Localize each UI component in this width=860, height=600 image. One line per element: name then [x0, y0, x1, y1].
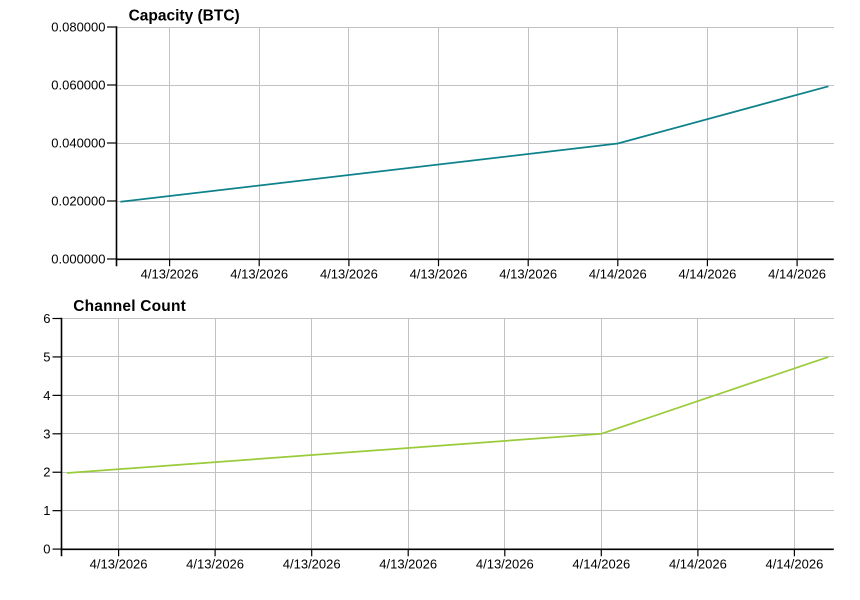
svg-text:4/13/2026: 4/13/2026 — [499, 267, 557, 282]
svg-text:4/14/2026: 4/14/2026 — [765, 557, 823, 572]
svg-text:2: 2 — [43, 465, 50, 480]
svg-text:3: 3 — [43, 426, 50, 441]
svg-text:4/13/2026: 4/13/2026 — [141, 267, 199, 282]
svg-text:0.080000: 0.080000 — [51, 20, 105, 35]
svg-text:4/14/2026: 4/14/2026 — [589, 267, 647, 282]
svg-text:0.040000: 0.040000 — [51, 136, 105, 151]
svg-text:Channel Count: Channel Count — [73, 298, 186, 315]
svg-text:6: 6 — [43, 311, 50, 326]
svg-text:4/14/2026: 4/14/2026 — [768, 267, 826, 282]
svg-text:4/14/2026: 4/14/2026 — [669, 557, 727, 572]
svg-text:4/14/2026: 4/14/2026 — [678, 267, 736, 282]
svg-text:Capacity (BTC): Capacity (BTC) — [129, 7, 240, 24]
svg-text:4/14/2026: 4/14/2026 — [572, 557, 630, 572]
svg-text:4/13/2026: 4/13/2026 — [379, 557, 437, 572]
svg-text:4/13/2026: 4/13/2026 — [320, 267, 378, 282]
svg-text:0.000000: 0.000000 — [51, 252, 105, 267]
svg-text:5: 5 — [43, 349, 50, 364]
svg-text:4/13/2026: 4/13/2026 — [410, 267, 468, 282]
svg-text:0.060000: 0.060000 — [51, 78, 105, 93]
svg-text:4/13/2026: 4/13/2026 — [186, 557, 244, 572]
svg-text:4: 4 — [43, 388, 50, 403]
svg-text:0: 0 — [43, 542, 50, 557]
svg-text:4/13/2026: 4/13/2026 — [230, 267, 288, 282]
svg-text:4/13/2026: 4/13/2026 — [283, 557, 341, 572]
svg-text:4/13/2026: 4/13/2026 — [476, 557, 534, 572]
svg-text:0.020000: 0.020000 — [51, 194, 105, 209]
svg-text:1: 1 — [43, 503, 50, 518]
svg-text:4/13/2026: 4/13/2026 — [90, 557, 148, 572]
